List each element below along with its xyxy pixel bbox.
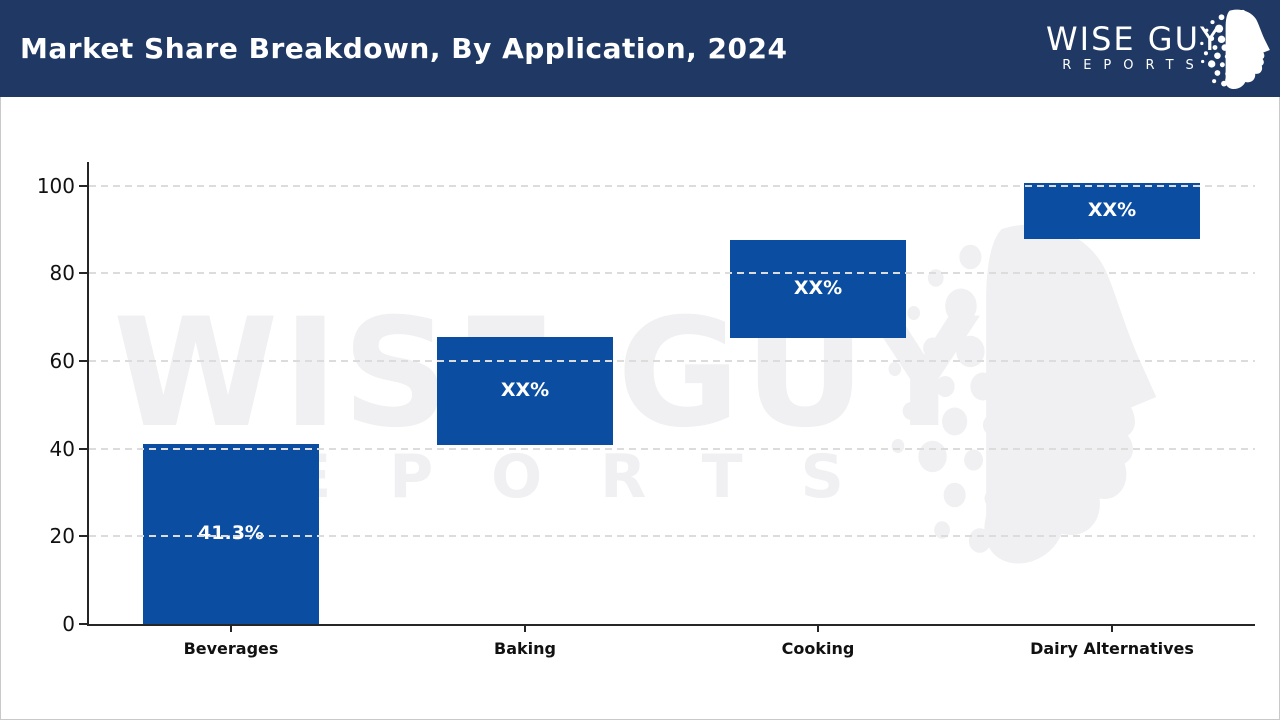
brand-face-icon: [1200, 9, 1270, 90]
y-tick-0: [79, 623, 88, 625]
x-label-beverages: Beverages: [183, 639, 279, 658]
x-label-baking: Baking: [494, 639, 556, 658]
x-tick-baking: [524, 626, 526, 632]
x-tick-dairy-alternatives: [1111, 626, 1113, 632]
y-tick-60: [79, 360, 88, 362]
gridline-20: [89, 535, 1255, 537]
y-tick-label-20: 20: [49, 524, 75, 548]
bar-value-label-dairy-alternatives: XX%: [1087, 199, 1137, 222]
bar-baking: XX%: [437, 337, 613, 445]
y-axis: [87, 162, 89, 626]
y-tick-40: [79, 448, 88, 450]
gridline-100: [89, 185, 1255, 187]
y-tick-label-40: 40: [49, 437, 75, 461]
y-tick-100: [79, 185, 88, 187]
bar-value-label-beverages: 41.3%: [198, 522, 264, 545]
y-tick-80: [79, 272, 88, 274]
chart-area: WISE GUY REPORTS 41.3% XX% XX% XX% 100 8…: [0, 97, 1280, 720]
y-tick-label-100: 100: [36, 174, 75, 198]
y-tick-label-80: 80: [49, 261, 75, 285]
header-bar: Market Share Breakdown, By Application, …: [0, 0, 1280, 97]
x-label-cooking: Cooking: [781, 639, 855, 658]
gridline-60: [89, 360, 1255, 362]
y-tick-20: [79, 535, 88, 537]
bar-beverages: 41.3%: [143, 444, 319, 624]
x-axis: [87, 624, 1255, 626]
brand-wordmark-line1: WISE GUY: [1046, 20, 1222, 58]
bar-dairy-alternatives: XX%: [1024, 183, 1200, 239]
page-title: Market Share Breakdown, By Application, …: [20, 32, 788, 65]
bar-value-label-baking: XX%: [500, 379, 550, 402]
bar-cooking: XX%: [730, 240, 906, 338]
x-tick-beverages: [230, 626, 232, 632]
brand-logo: WISE GUY REPORTS: [1030, 0, 1280, 97]
gridline-80: [89, 272, 1255, 274]
y-tick-label-0: 0: [62, 612, 75, 636]
gridline-40: [89, 448, 1255, 450]
x-label-dairy-alternatives: Dairy Alternatives: [1030, 639, 1194, 658]
x-tick-cooking: [817, 626, 819, 632]
brand-wordmark-line2: REPORTS: [1062, 58, 1206, 73]
y-tick-label-60: 60: [49, 349, 75, 373]
bar-value-label-cooking: XX%: [793, 277, 843, 300]
brand-wordmark: WISE GUY REPORTS: [1046, 20, 1222, 76]
